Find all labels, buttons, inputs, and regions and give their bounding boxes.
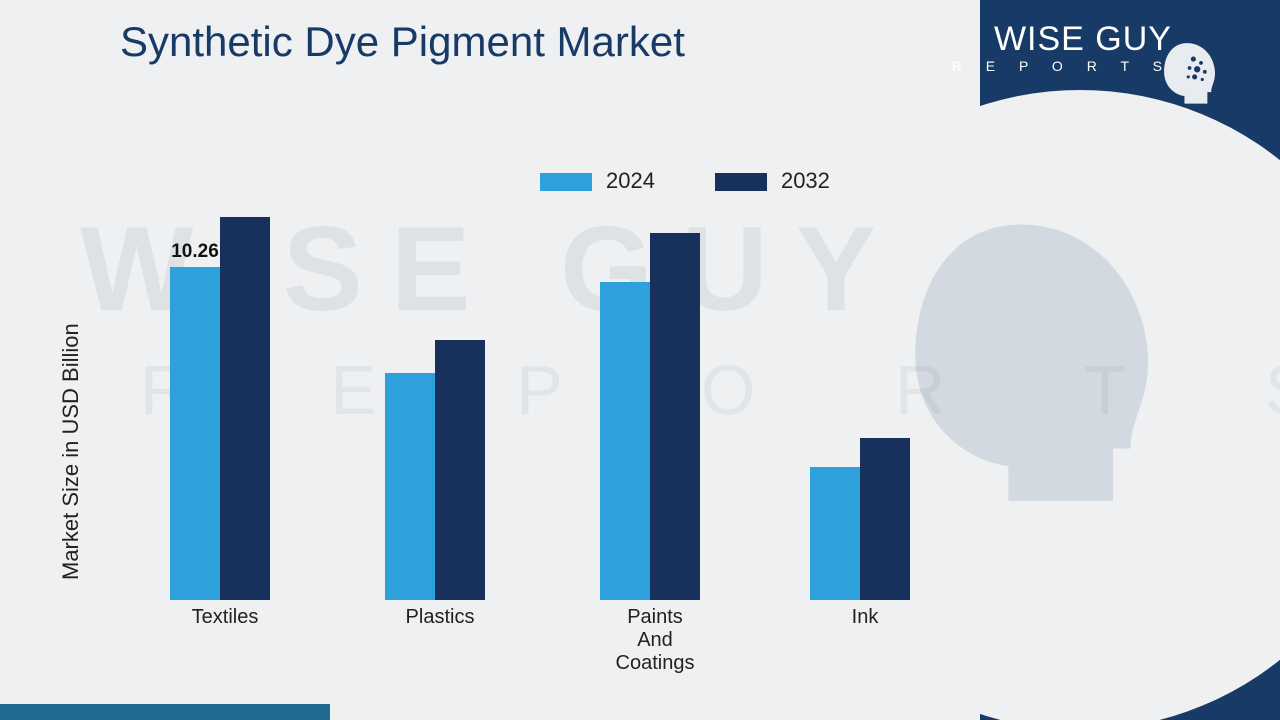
category-label: Textiles xyxy=(145,600,305,629)
category-label: Ink xyxy=(785,600,945,629)
legend-item-2032: 2032 xyxy=(715,168,830,194)
bar-2024: 10.26 xyxy=(170,267,220,600)
y-axis-label: Market Size in USD Billion xyxy=(58,323,84,580)
legend: 2024 2032 xyxy=(540,168,830,194)
category-label: PaintsAndCoatings xyxy=(575,600,735,675)
bar-2032 xyxy=(650,233,700,600)
bar-2032 xyxy=(220,217,270,601)
chart-title: Synthetic Dye Pigment Market xyxy=(120,18,685,66)
bar-2032 xyxy=(860,438,910,601)
legend-swatch-2024 xyxy=(540,173,592,191)
category-label: Plastics xyxy=(360,600,520,629)
brand-logo: WISE GUY R E P O R T S xyxy=(952,22,1250,74)
logo-text-main: WISE GUY xyxy=(952,22,1172,56)
bar-2024 xyxy=(600,282,650,601)
bar-2032 xyxy=(435,340,485,600)
legend-label-2024: 2024 xyxy=(606,168,655,193)
bar-chart: 10.26TextilesPlasticsPaintsAndCoatingsIn… xyxy=(130,210,950,600)
logo-text-sub: R E P O R T S xyxy=(952,58,1172,74)
legend-swatch-2032 xyxy=(715,173,767,191)
legend-label-2032: 2032 xyxy=(781,168,830,193)
bar-2024 xyxy=(385,373,435,601)
chart-canvas: WISE GUY R E P O R T S WISE GUY R E P O … xyxy=(0,0,1280,720)
bottom-accent-bar xyxy=(0,704,330,720)
legend-item-2024: 2024 xyxy=(540,168,655,194)
bar-2024 xyxy=(810,467,860,600)
